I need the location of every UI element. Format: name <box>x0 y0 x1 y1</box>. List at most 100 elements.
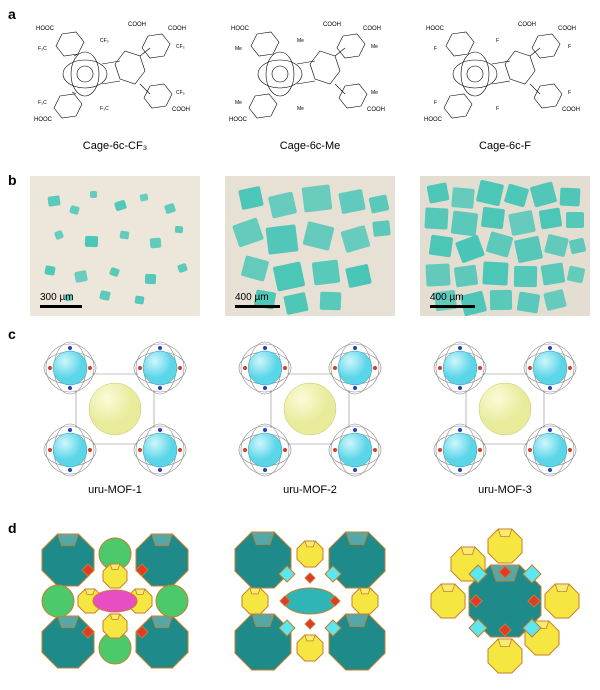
svg-text:Me: Me <box>235 100 242 106</box>
mof-structure-0 <box>30 330 200 480</box>
svg-text:HOOC: HOOC <box>36 26 55 32</box>
scale-bar-line <box>235 305 280 308</box>
svg-text:F: F <box>434 100 437 106</box>
crystal <box>543 289 567 311</box>
crystal <box>164 203 176 215</box>
crystal <box>490 290 512 310</box>
svg-text:F₃C: F₃C <box>38 46 47 52</box>
crystal <box>273 261 306 291</box>
crystal <box>481 207 505 230</box>
microscopy-image-1: 400 µm <box>225 176 395 316</box>
crystal <box>451 187 475 209</box>
row-c-cell-2: uru-MOF-3 <box>420 330 590 496</box>
crystal <box>569 237 587 254</box>
scale-bar-label: 400 µm <box>430 292 475 303</box>
crystal <box>90 191 97 198</box>
crystal <box>54 230 64 240</box>
microscopy-image-2: 400 µm <box>420 176 590 316</box>
row-d <box>30 524 590 674</box>
svg-text:F₃C: F₃C <box>100 106 109 112</box>
crystal <box>566 212 584 228</box>
crystal <box>340 225 370 253</box>
crystal <box>114 200 127 212</box>
svg-text:COOH: COOH <box>172 107 190 113</box>
svg-text:HOOC: HOOC <box>426 26 445 32</box>
crystal <box>175 226 184 234</box>
row-d-cell-1 <box>225 524 395 674</box>
crystal <box>241 255 270 281</box>
row-b-cell-2: 400 µm <box>420 176 590 316</box>
crystal <box>109 267 120 278</box>
svg-text:CF₃: CF₃ <box>176 90 185 96</box>
svg-text:COOH: COOH <box>168 26 186 32</box>
row-a: COOH COOH HOOC HOOC COOH CF₃ CF₃ F₃C F₃C… <box>30 6 590 152</box>
crystal <box>508 210 536 236</box>
crystal <box>514 236 543 264</box>
crystal <box>139 193 148 202</box>
row-a-caption-0: Cage-6c-CF₃ <box>83 140 147 152</box>
row-b-cell-0: 300 µm <box>30 176 200 316</box>
crystal <box>455 235 485 264</box>
crystal <box>541 262 566 285</box>
scale-bar-label: 300 µm <box>40 292 82 303</box>
crystal <box>69 205 80 215</box>
crystal <box>85 236 98 247</box>
svg-text:Me: Me <box>297 38 304 44</box>
svg-text:F: F <box>496 106 499 112</box>
svg-text:F₃C: F₃C <box>38 100 47 106</box>
row-c-caption-2: uru-MOF-3 <box>478 484 532 496</box>
crystal <box>265 224 298 254</box>
svg-text:COOH: COOH <box>323 22 341 28</box>
svg-text:Me: Me <box>371 44 378 50</box>
scale-bar-line <box>430 305 475 308</box>
panel-label-c: c <box>8 326 16 342</box>
crystal <box>560 187 581 206</box>
scale-bar-line <box>40 305 82 308</box>
svg-text:CF₃: CF₃ <box>100 38 109 44</box>
row-a-cell-0: COOH COOH HOOC HOOC COOH CF₃ CF₃ F₃C F₃C… <box>30 6 200 152</box>
crystal <box>504 183 529 207</box>
row-a-cell-1: COOH COOH HOOC HOOC COOH Me Me Me Me Me … <box>225 6 395 152</box>
crystal <box>482 261 508 285</box>
topology-2 <box>420 524 590 674</box>
crystal <box>426 182 449 203</box>
svg-text:F: F <box>434 46 437 52</box>
svg-text:Me: Me <box>371 90 378 96</box>
crystal <box>514 266 537 287</box>
chem-structure-1: COOH COOH HOOC HOOC COOH Me Me Me Me Me … <box>225 6 395 136</box>
row-c-cell-0: uru-MOF-1 <box>30 330 200 496</box>
panel-label-b: b <box>8 172 17 188</box>
crystal <box>486 231 514 258</box>
crystal <box>424 207 448 229</box>
crystal <box>544 234 569 258</box>
crystal <box>338 189 366 214</box>
row-c-cell-1: uru-MOF-2 <box>225 330 395 496</box>
row-a-caption-2: Cage-6c-F <box>479 140 531 152</box>
microscopy-image-0: 300 µm <box>30 176 200 316</box>
crystal <box>232 217 264 247</box>
svg-text:HOOC: HOOC <box>424 117 443 123</box>
crystal <box>425 263 450 286</box>
crystal <box>47 195 60 207</box>
crystal <box>539 207 563 229</box>
svg-text:F: F <box>568 44 571 50</box>
scale-bar: 400 µm <box>430 292 475 308</box>
crystal <box>530 181 558 207</box>
svg-text:COOH: COOH <box>562 107 580 113</box>
row-b: 300 µm 400 µm 400 µm <box>30 176 590 316</box>
svg-text:Me: Me <box>235 46 242 52</box>
crystal <box>134 295 144 304</box>
svg-text:COOH: COOH <box>518 22 536 28</box>
svg-text:COOH: COOH <box>558 26 576 32</box>
row-b-cell-1: 400 µm <box>225 176 395 316</box>
crystal <box>369 194 390 213</box>
row-d-cell-2 <box>420 524 590 674</box>
svg-text:HOOC: HOOC <box>34 117 53 123</box>
chem-structure-0: COOH COOH HOOC HOOC COOH CF₃ CF₃ F₃C F₃C… <box>30 6 200 136</box>
crystal <box>567 266 586 284</box>
svg-text:Me: Me <box>297 106 304 112</box>
crystal <box>476 180 504 207</box>
crystal <box>372 220 390 237</box>
crystal <box>119 230 129 239</box>
crystal <box>268 191 297 218</box>
